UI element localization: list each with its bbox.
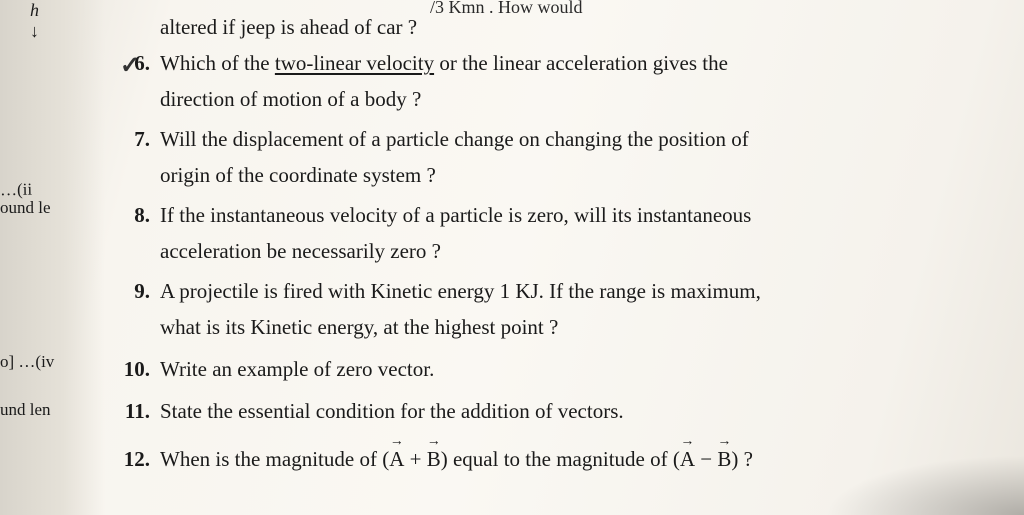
q7-number: 7. (110, 122, 160, 158)
margin-note-ound: ound le (0, 198, 51, 218)
question-9: 9.A projectile is fired with Kinetic ene… (110, 274, 1004, 310)
page-curl-shadow (824, 455, 1024, 515)
q6-text-a: Which of the (160, 51, 275, 75)
q6-line2: direction of motion of a body ? (110, 82, 1004, 118)
textbook-page: h ↓ …(ii ound le o] …(iv und len /3 Kmn … (0, 0, 1024, 515)
q12-text-c: ? (738, 447, 753, 471)
q12-plus: + (404, 447, 426, 471)
vector-arrow-icon: → (389, 430, 404, 454)
q12-number: 12. (110, 442, 160, 478)
q9-line2: what is its Kinetic energy, at the highe… (110, 310, 1004, 346)
q7-text: Will the displacement of a particle chan… (160, 127, 749, 151)
q12-vec1-open: ( (382, 447, 389, 471)
q8-number: 8. (110, 198, 160, 234)
q9-text: A projectile is fired with Kinetic energ… (160, 279, 761, 303)
vector-b2: →B (717, 442, 731, 478)
margin-annotation-h: h ↓ (30, 0, 39, 42)
margin-down-arrow: ↓ (30, 21, 39, 41)
q10-text: Write an example of zero vector. (160, 357, 434, 381)
q6-underlined: two-linear velocity (275, 51, 434, 75)
q6-text-b: or the linear acceleration gives the (434, 51, 728, 75)
vector-a2: →A (680, 442, 695, 478)
q10-number: 10. (110, 352, 160, 388)
vector-arrow-icon: → (427, 430, 441, 454)
question-11: 11.State the essential condition for the… (110, 394, 1004, 430)
vector-arrow-icon: → (717, 430, 731, 454)
q8-text: If the instantaneous velocity of a parti… (160, 203, 751, 227)
q11-number: 11. (110, 394, 160, 430)
question-6: ✓ 6.Which of the two-linear velocity or … (110, 46, 1004, 82)
q7-line2: origin of the coordinate system ? (110, 158, 1004, 194)
checkmark-icon: ✓ (120, 46, 140, 87)
question-10: 10.Write an example of zero vector. (110, 352, 1004, 388)
q12-text-a: When is the magnitude of (160, 447, 382, 471)
q8-line2: acceleration be necessarily zero ? (110, 234, 1004, 270)
q5-continuation: altered if jeep is ahead of car ? (110, 10, 1004, 46)
vector-arrow-icon: → (680, 430, 695, 454)
q12-vec2-open: ( (673, 447, 680, 471)
q12-minus: − (695, 447, 717, 471)
margin-h-char: h (30, 0, 39, 20)
question-7: 7.Will the displacement of a particle ch… (110, 122, 1004, 158)
q12-text-b: equal to the magnitude of (448, 447, 673, 471)
q12-vec1-close: ) (441, 447, 448, 471)
question-8: 8.If the instantaneous velocity of a par… (110, 198, 1004, 234)
q9-number: 9. (110, 274, 160, 310)
margin-note-und: und len (0, 400, 51, 420)
partial-text-bottom: into which a vector can be (460, 0, 660, 4)
vector-a1: →A (389, 442, 404, 478)
left-margin-area: h ↓ …(ii ound le o] …(iv und len (0, 0, 105, 515)
q11-text: State the essential condition for the ad… (160, 399, 624, 423)
vector-b1: →B (427, 442, 441, 478)
margin-note-iv: o] …(iv (0, 352, 54, 372)
